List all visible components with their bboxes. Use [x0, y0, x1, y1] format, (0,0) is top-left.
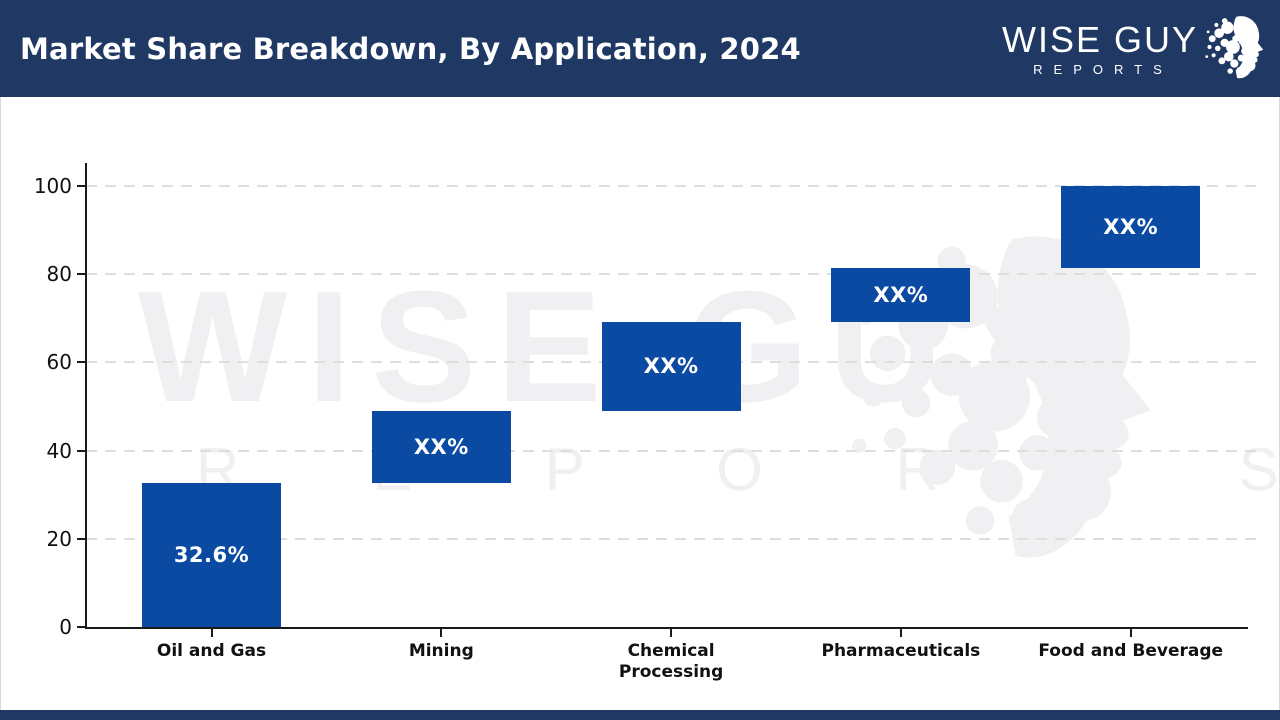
logo-wordmark: WISE GUY REPORTS: [1001, 18, 1198, 77]
x-axis-line: [85, 627, 1248, 629]
header-bar: Market Share Breakdown, By Application, …: [0, 0, 1280, 97]
plot-area: 0 20 40 60 80 100 32.6% XX% XX% XX% XX% Oil and Gas…: [0, 97, 1280, 710]
y-tick-mark: [77, 626, 85, 628]
bar-food-and-beverage: XX%: [1061, 186, 1201, 269]
bar-value-label: 32.6%: [173, 543, 250, 568]
x-tick-mark: [440, 629, 443, 637]
y-tick-label: 40: [46, 438, 72, 463]
x-axis-label: Mining: [408, 641, 474, 661]
wise-guy-reports-logo: WISE GUY REPORTS: [1002, 12, 1266, 86]
bar-value-label: XX%: [643, 354, 699, 379]
x-axis-label: Oil and Gas: [156, 641, 267, 661]
gridline-20: [86, 537, 1260, 540]
y-tick-label: 80: [46, 262, 72, 287]
dotted-head-profile-watermark-icon: [845, 218, 1165, 578]
y-tick-mark: [77, 185, 85, 187]
y-axis-line: [85, 163, 87, 629]
y-tick-mark: [77, 273, 85, 276]
x-tick-mark: [670, 629, 673, 637]
bar-pharmaceuticals: XX%: [831, 268, 971, 322]
y-tick-label: 0: [59, 615, 72, 639]
x-tick-mark: [1129, 629, 1132, 637]
logo-brand-bottom: REPORTS: [1033, 61, 1173, 77]
y-tick-label: 20: [46, 526, 72, 551]
gridline-40: [86, 449, 1260, 452]
x-tick-mark: [899, 629, 902, 637]
y-tick-mark: [77, 361, 85, 364]
x-axis-label: Pharmaceuticals: [821, 641, 981, 661]
bar-chemical-processing: XX%: [601, 321, 741, 411]
bar-mining: XX%: [371, 410, 511, 484]
bar-oil-and-gas: 32.6%: [142, 483, 281, 627]
gridline-100: [86, 185, 1260, 187]
y-tick-mark: [77, 449, 85, 452]
footer-bar: [0, 710, 1280, 720]
x-tick-mark: [210, 629, 213, 637]
x-axis-label: Food and Beverage: [1038, 641, 1224, 661]
y-tick-label: 100: [33, 174, 72, 198]
bar-value-label: XX%: [1103, 215, 1159, 239]
dotted-head-profile-icon: [1204, 12, 1266, 86]
bar-value-label: XX%: [873, 282, 929, 307]
bar-value-label: XX%: [413, 435, 469, 460]
y-tick-mark: [77, 537, 85, 540]
gridline-80: [86, 273, 1260, 276]
y-tick-label: 60: [46, 350, 72, 375]
page-title: Market Share Breakdown, By Application, …: [20, 31, 801, 66]
x-axis-label: Chemical Processing: [618, 641, 724, 683]
logo-brand-top: WISE GUY: [1001, 18, 1198, 60]
